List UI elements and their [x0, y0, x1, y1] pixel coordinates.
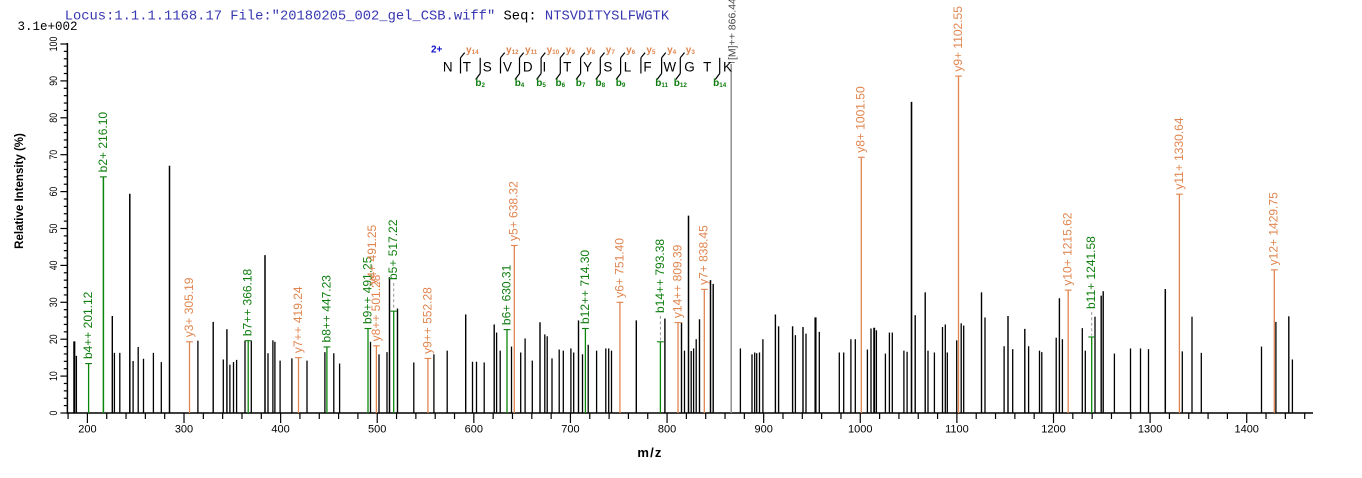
svg-text:S: S: [483, 60, 492, 75]
svg-text:b6+ 630.31: b6+ 630.31: [499, 264, 513, 325]
svg-text:b11+ 1241.58: b11+ 1241.58: [1084, 236, 1098, 309]
svg-text:70: 70: [48, 150, 60, 160]
svg-text:1000: 1000: [848, 424, 872, 436]
svg-text:30: 30: [48, 297, 60, 307]
svg-text:b9: b9: [616, 78, 626, 89]
svg-text:b7++ 366.18: b7++ 366.18: [241, 268, 255, 336]
svg-text:b14++ 793.38: b14++ 793.38: [653, 239, 667, 313]
svg-text:y11+ 1330.64: y11+ 1330.64: [1172, 117, 1186, 190]
svg-text:I: I: [543, 60, 547, 75]
svg-text:20: 20: [48, 334, 60, 344]
svg-text:b5: b5: [536, 78, 546, 89]
svg-text:0: 0: [48, 411, 60, 416]
svg-text:2+: 2+: [431, 45, 443, 56]
svg-text:800: 800: [658, 424, 676, 436]
svg-text:y7++ 419.24: y7++ 419.24: [291, 286, 305, 353]
svg-text:b11: b11: [655, 78, 668, 89]
svg-text:100: 100: [48, 37, 60, 52]
svg-text:m/z: m/z: [637, 445, 662, 460]
svg-text:W: W: [663, 60, 676, 75]
svg-text:b14: b14: [713, 78, 727, 89]
svg-text:y3+ 305.19: y3+ 305.19: [182, 277, 196, 337]
svg-text:b4++ 201.12: b4++ 201.12: [81, 291, 95, 359]
svg-text:1300: 1300: [1138, 424, 1162, 436]
svg-text:b5+ 517.22: b5+ 517.22: [386, 219, 400, 280]
svg-text:y12+ 1429.75: y12+ 1429.75: [1267, 192, 1281, 265]
svg-text:L: L: [624, 60, 632, 75]
svg-text:y7: y7: [606, 45, 616, 56]
svg-text:[M]++ 866.44: [M]++ 866.44: [726, 0, 738, 60]
svg-text:y5+ 638.32: y5+ 638.32: [507, 181, 521, 241]
svg-text:y4+ 491.25: y4+ 491.25: [365, 224, 379, 284]
svg-text:b2+ 216.10: b2+ 216.10: [96, 112, 110, 173]
svg-text:50: 50: [48, 224, 60, 234]
svg-text:600: 600: [465, 424, 483, 436]
svg-text:y14++ 809.39: y14++ 809.39: [670, 244, 684, 318]
svg-text:y8+ 1001.50: y8+ 1001.50: [854, 86, 868, 153]
svg-text:900: 900: [755, 424, 773, 436]
svg-text:G: G: [684, 60, 695, 75]
svg-text:y6: y6: [626, 45, 636, 56]
svg-text:200: 200: [78, 424, 96, 436]
svg-text:1100: 1100: [945, 424, 969, 436]
svg-text:F: F: [643, 60, 651, 75]
svg-text:b6: b6: [555, 78, 565, 89]
svg-text:b8++ 447.23: b8++ 447.23: [319, 275, 333, 343]
svg-text:y9: y9: [566, 45, 576, 56]
svg-text:40: 40: [48, 261, 60, 271]
svg-text:b12++ 714.30: b12++ 714.30: [578, 250, 592, 324]
svg-text:1400: 1400: [1234, 424, 1258, 436]
svg-text:y8: y8: [586, 45, 596, 56]
svg-text:y14: y14: [466, 45, 479, 56]
svg-text:1200: 1200: [1041, 424, 1065, 436]
svg-text:y12: y12: [506, 45, 519, 56]
svg-text:y4: y4: [667, 45, 677, 56]
svg-text:y10: y10: [547, 45, 560, 56]
svg-text:N: N: [443, 60, 453, 75]
svg-text:400: 400: [271, 424, 289, 436]
svg-text:b9++ 491.25: b9++ 491.25: [360, 256, 374, 324]
svg-text:y6+ 751.40: y6+ 751.40: [612, 238, 626, 298]
svg-text:Locus:1.1.1.1168.17 File:"2018: Locus:1.1.1.1168.17 File:"20180205_002_g…: [65, 9, 670, 25]
svg-text:y7+ 838.45: y7+ 838.45: [697, 225, 711, 285]
svg-text:Relative Intensity (%): Relative Intensity (%): [14, 133, 26, 249]
svg-text:b12: b12: [674, 78, 688, 89]
svg-text:300: 300: [175, 424, 193, 436]
svg-text:80: 80: [48, 113, 60, 123]
svg-text:b8: b8: [595, 78, 605, 89]
svg-text:S: S: [603, 60, 612, 75]
svg-text:y3: y3: [686, 45, 696, 56]
svg-text:y11: y11: [525, 45, 538, 56]
svg-text:b4: b4: [515, 78, 525, 89]
svg-text:T: T: [703, 60, 711, 75]
svg-text:D: D: [523, 60, 533, 75]
svg-text:60: 60: [48, 187, 60, 197]
svg-text:y5: y5: [646, 45, 656, 56]
svg-text:y10+ 1215.62: y10+ 1215.62: [1061, 212, 1075, 285]
svg-text:500: 500: [368, 424, 386, 436]
svg-text:K: K: [723, 60, 732, 75]
svg-text:V: V: [503, 60, 512, 75]
svg-text:Y: Y: [583, 60, 592, 75]
svg-text:10: 10: [48, 371, 60, 381]
svg-text:y9+ 1102.55: y9+ 1102.55: [951, 6, 965, 72]
svg-text:b7: b7: [576, 78, 586, 89]
svg-text:y8++ 501.28: y8++ 501.28: [369, 274, 383, 341]
svg-text:T: T: [463, 60, 471, 75]
svg-text:700: 700: [561, 424, 579, 436]
svg-text:b2: b2: [475, 78, 485, 89]
svg-text:90: 90: [48, 76, 60, 86]
svg-text:T: T: [563, 60, 571, 75]
svg-text:y9++ 552.28: y9++ 552.28: [420, 287, 434, 354]
svg-text:3.1e+002: 3.1e+002: [18, 20, 78, 34]
